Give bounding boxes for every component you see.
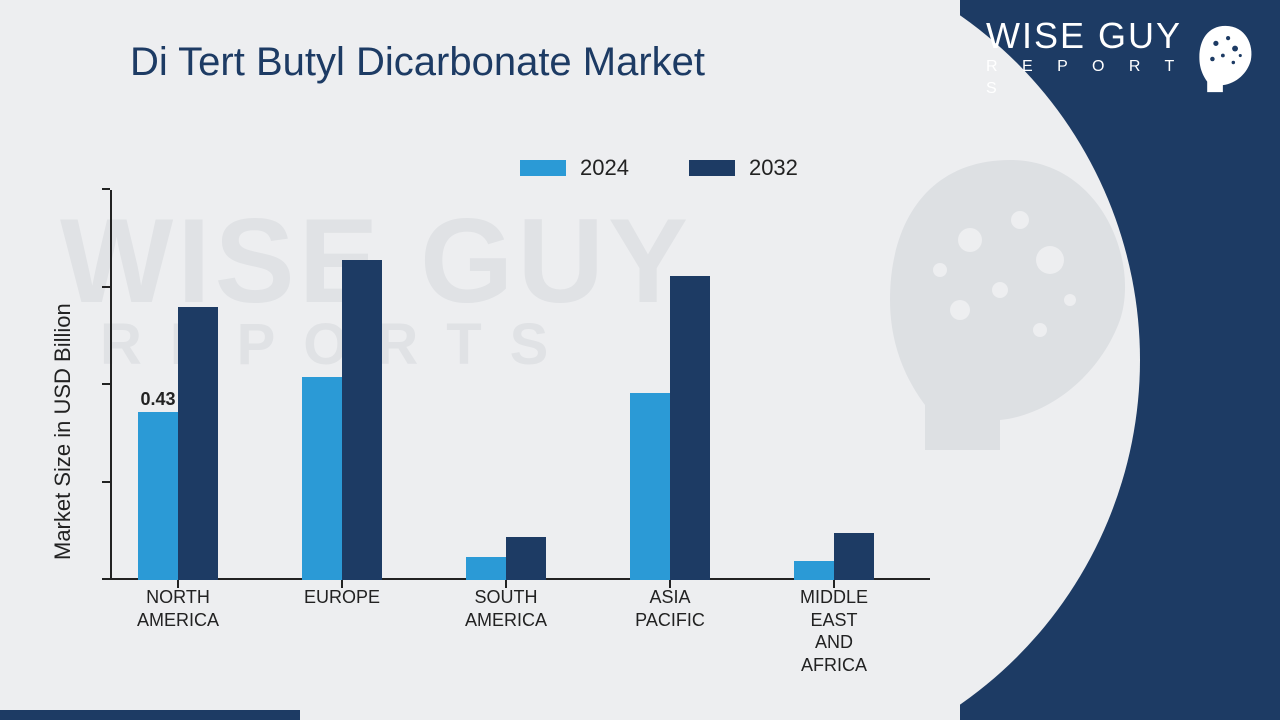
brand-name: WISE GUY — [986, 18, 1189, 54]
category-label: NORTHAMERICA — [108, 586, 248, 631]
category-label: ASIAPACIFIC — [600, 586, 740, 631]
chart-plot-area: NORTHAMERICAEUROPESOUTHAMERICAASIAPACIFI… — [110, 190, 930, 580]
legend: 2024 2032 — [520, 155, 798, 181]
legend-swatch-2024 — [520, 160, 566, 176]
brand-sub: R E P O R T S — [986, 56, 1189, 101]
bar — [466, 557, 506, 580]
stage: WISE GUY REPORTS WISE GUY R E P O R T S … — [0, 0, 1280, 720]
bar — [506, 537, 546, 580]
x-tick — [669, 580, 671, 588]
brand-logo: WISE GUY R E P O R T S — [986, 18, 1256, 101]
brand-head-icon — [1195, 19, 1256, 99]
brand-logo-text: WISE GUY R E P O R T S — [986, 18, 1189, 101]
footer-accent-bar — [0, 710, 300, 720]
bar — [670, 276, 710, 580]
category-label: MIDDLEEASTANDAFRICA — [764, 586, 904, 676]
y-tick — [102, 481, 110, 483]
x-tick — [505, 580, 507, 588]
bar — [630, 393, 670, 580]
chart-title: Di Tert Butyl Dicarbonate Market — [130, 40, 705, 85]
bar — [342, 260, 382, 580]
bar-value-label: 0.43 — [128, 389, 188, 410]
bar — [178, 307, 218, 580]
legend-item-2032: 2032 — [689, 155, 798, 181]
category-label: SOUTHAMERICA — [436, 586, 576, 631]
y-axis-line — [110, 190, 112, 580]
y-axis-label: Market Size in USD Billion — [50, 303, 76, 560]
bar — [834, 533, 874, 580]
x-tick — [833, 580, 835, 588]
legend-item-2024: 2024 — [520, 155, 629, 181]
legend-swatch-2032 — [689, 160, 735, 176]
x-tick — [341, 580, 343, 588]
bar — [138, 412, 178, 580]
legend-label-2024: 2024 — [580, 155, 629, 181]
y-tick — [102, 578, 110, 580]
y-tick — [102, 188, 110, 190]
bar — [794, 561, 834, 581]
x-tick — [177, 580, 179, 588]
legend-label-2032: 2032 — [749, 155, 798, 181]
bar — [302, 377, 342, 580]
y-tick — [102, 383, 110, 385]
y-tick — [102, 286, 110, 288]
category-label: EUROPE — [272, 586, 412, 609]
